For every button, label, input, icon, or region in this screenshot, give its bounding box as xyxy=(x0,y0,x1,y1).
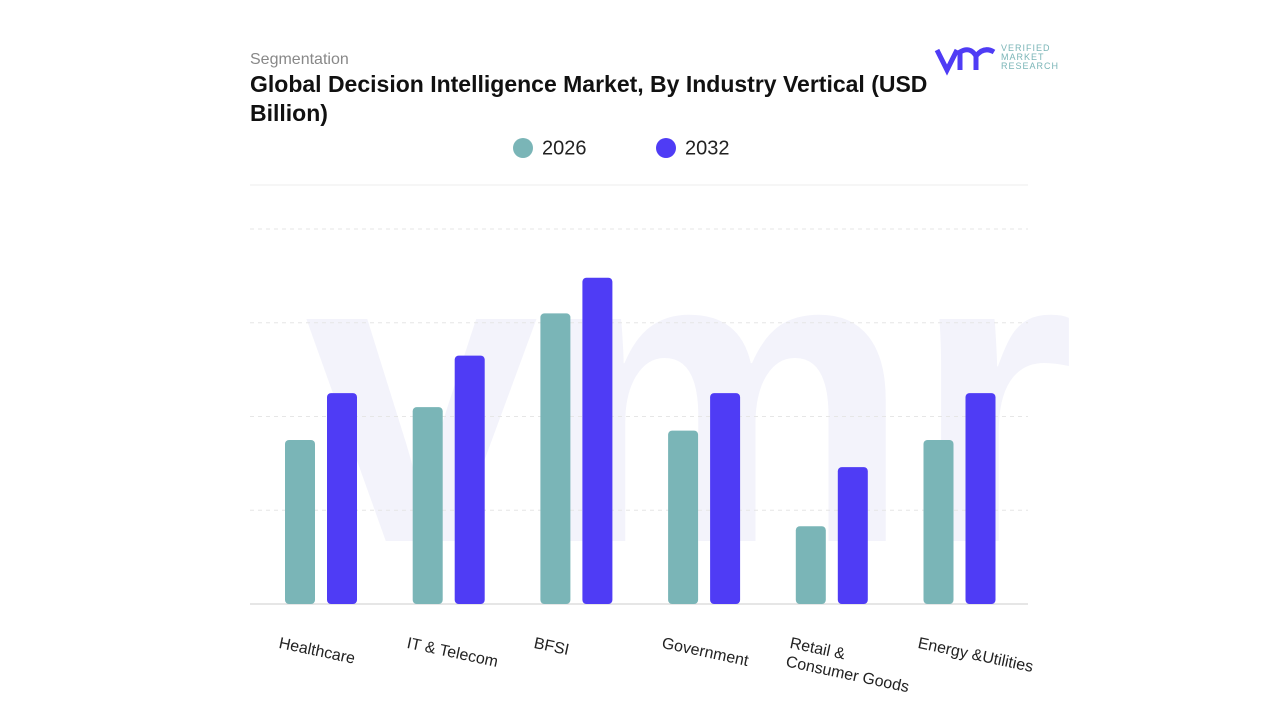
legend-swatch xyxy=(656,138,676,158)
bar xyxy=(285,439,315,604)
bar xyxy=(710,393,741,604)
bar xyxy=(327,393,357,604)
bar xyxy=(923,439,954,604)
bar xyxy=(668,430,699,604)
bar xyxy=(540,313,571,604)
legend-swatch xyxy=(513,138,533,158)
title-box: Global Decision Intelligence Market, By … xyxy=(250,71,928,126)
legend-label: 2026 xyxy=(542,137,587,159)
logo-text-box: VERIFIED MARKET RESEARCH xyxy=(1001,44,1060,71)
logo-text: VERIFIED MARKET RESEARCH xyxy=(1001,44,1060,71)
logo-mark xyxy=(934,47,996,76)
legend-label: 2032 xyxy=(685,137,730,159)
chart-title: Global Decision Intelligence Market, By … xyxy=(250,71,928,126)
chart-subtitle: Segmentation xyxy=(250,51,349,68)
bar xyxy=(795,526,826,604)
bar xyxy=(454,355,485,604)
bar xyxy=(837,467,868,604)
bar xyxy=(582,277,613,604)
bar xyxy=(965,393,996,604)
bar xyxy=(412,407,443,604)
logo: VERIFIED MARKET RESEARCH xyxy=(934,44,1060,76)
